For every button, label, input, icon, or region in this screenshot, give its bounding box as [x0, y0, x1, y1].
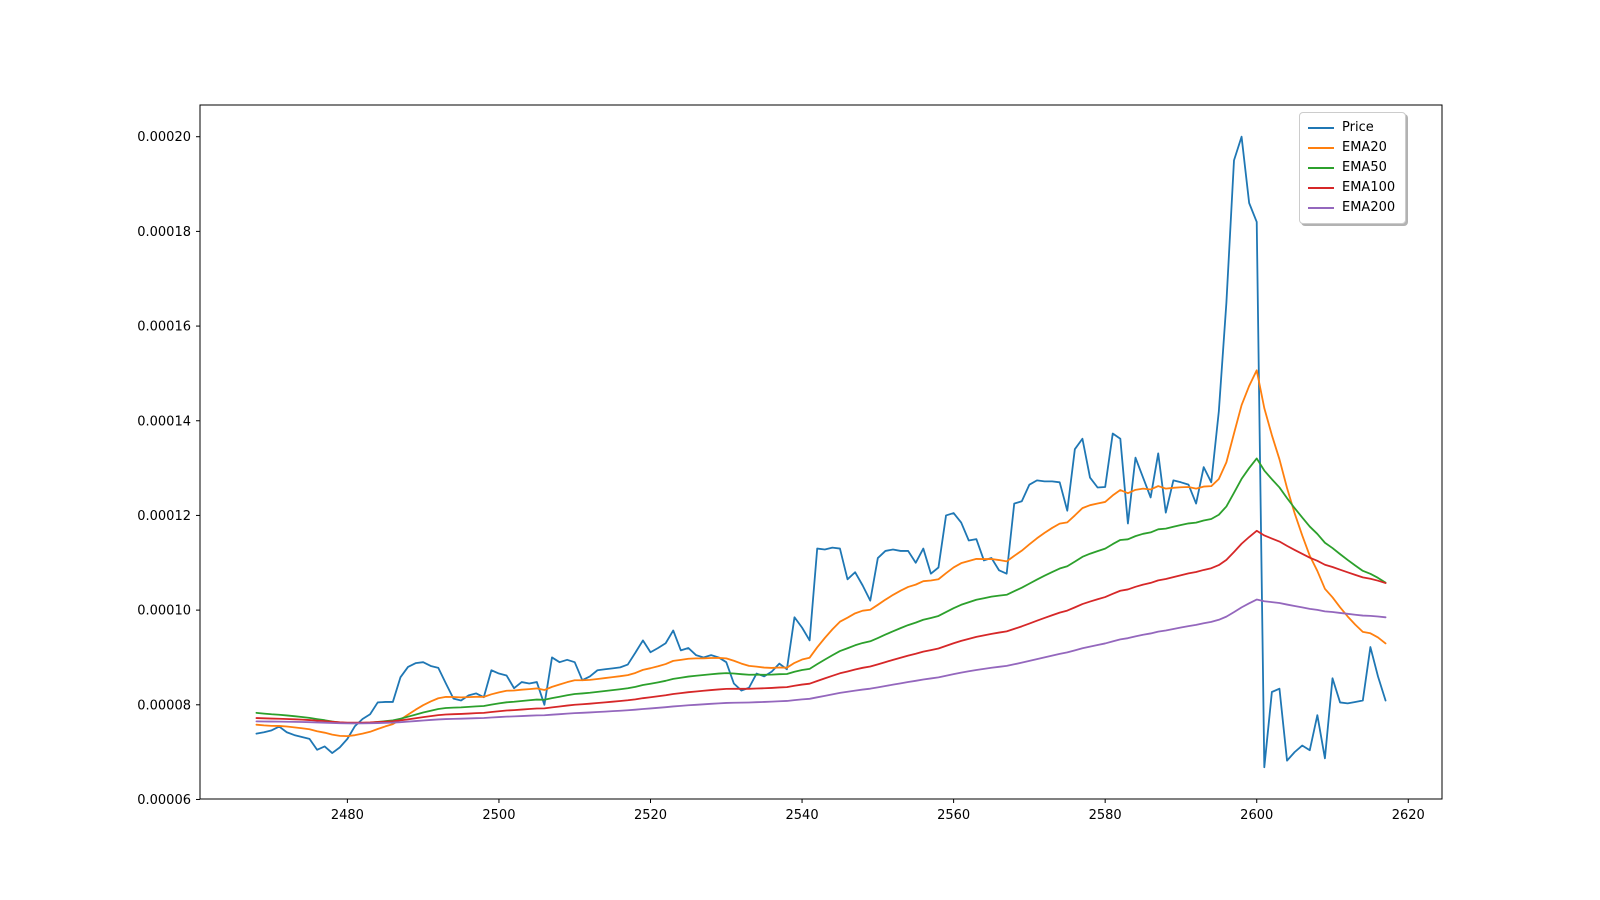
- y-tick-label: 0.00020: [137, 130, 191, 145]
- legend-label: Price: [1342, 120, 1374, 135]
- legend-item-ema50: EMA50: [1308, 158, 1395, 178]
- y-tick-label: 0.00008: [137, 698, 191, 713]
- x-tick-label: 2500: [482, 808, 515, 823]
- plot-area: [200, 105, 1442, 799]
- y-tick-label: 0.00010: [137, 604, 191, 619]
- series-line-ema50: [255, 457, 1387, 725]
- x-tick-label: 2560: [937, 808, 970, 823]
- x-tick-label: 2600: [1240, 808, 1273, 823]
- series-line-ema20: [255, 369, 1387, 738]
- y-tick-label: 0.00014: [137, 414, 191, 429]
- legend-item-ema200: EMA200: [1308, 198, 1395, 218]
- y-tick-label: 0.00018: [137, 225, 191, 240]
- axes-frame: [199, 104, 1443, 800]
- legend-line-swatch-ema200: [1308, 207, 1334, 209]
- legend-line-swatch-ema50: [1308, 167, 1334, 169]
- legend-item-ema20: EMA20: [1308, 138, 1395, 158]
- legend: Price EMA20 EMA50 EMA100 EMA200: [1299, 112, 1407, 224]
- x-tick-label: 2540: [786, 808, 819, 823]
- x-tick-label: 2580: [1089, 808, 1122, 823]
- y-tick-label: 0.00006: [137, 793, 191, 808]
- legend-line-swatch-price: [1308, 127, 1334, 129]
- legend-line-swatch-ema100: [1308, 187, 1334, 189]
- x-tick-label: 2520: [634, 808, 667, 823]
- legend-item-ema100: EMA100: [1308, 178, 1395, 198]
- series-line-ema200: [255, 598, 1387, 725]
- x-tick-label: 2480: [331, 808, 364, 823]
- y-tick-label: 0.00016: [137, 320, 191, 335]
- legend-label: EMA100: [1342, 180, 1396, 195]
- legend-label: EMA50: [1342, 160, 1387, 175]
- legend-label: EMA200: [1342, 200, 1396, 215]
- series-line-ema100: [255, 529, 1387, 724]
- legend-item-price: Price: [1308, 118, 1395, 138]
- legend-label: EMA20: [1342, 140, 1387, 155]
- x-tick-label: 2620: [1392, 808, 1425, 823]
- series-line-price: [255, 135, 1387, 769]
- legend-line-swatch-ema20: [1308, 147, 1334, 149]
- y-tick-label: 0.00012: [137, 509, 191, 524]
